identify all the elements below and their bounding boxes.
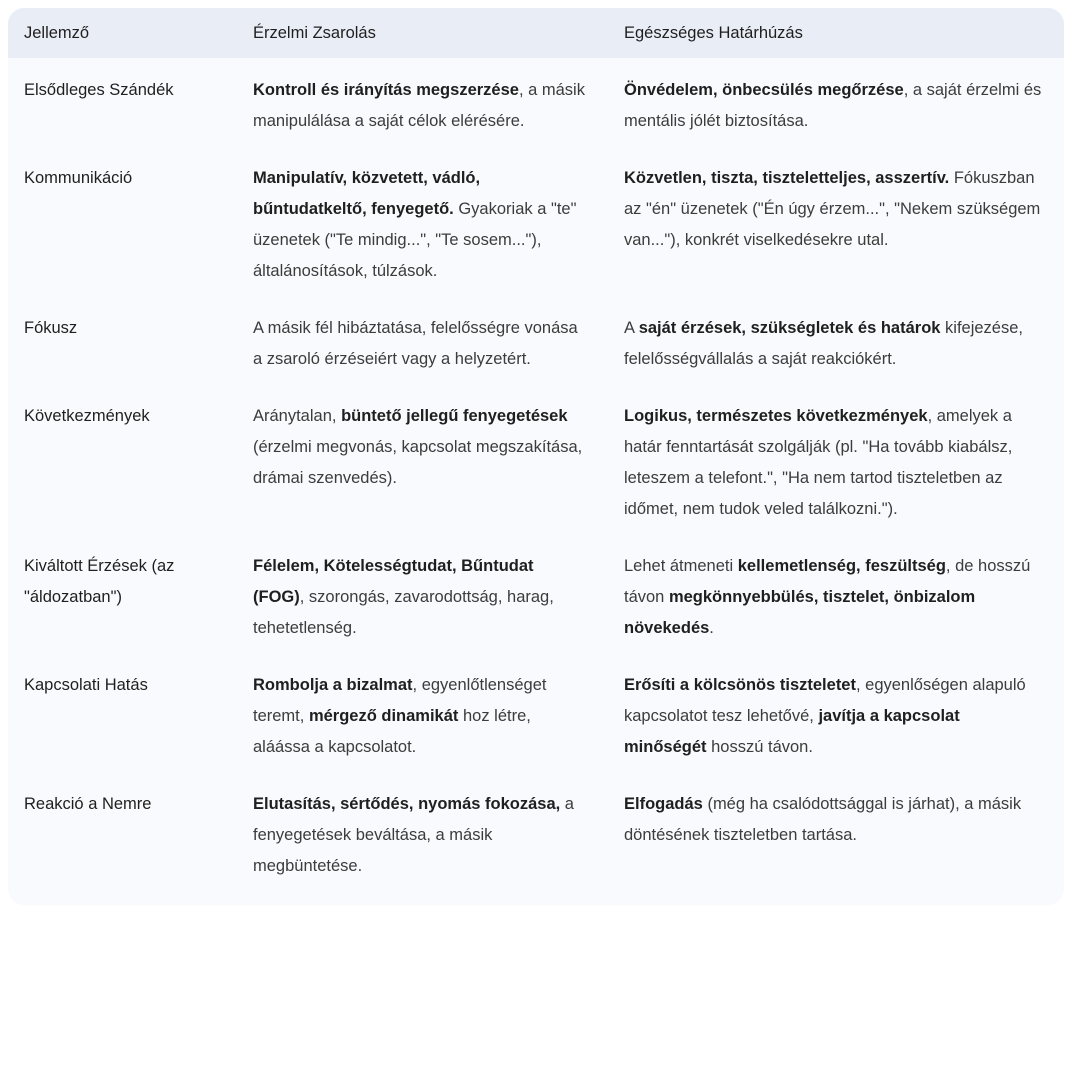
- text: A: [624, 319, 639, 337]
- bold-text: Félelem, Kötelességtudat, Bűntudat (FOG): [253, 557, 534, 606]
- table-row: Fókusz A másik fél hibáztatása, felelőssé…: [8, 300, 1064, 388]
- bold-text: Erősíti a kölcsönös tiszteletet: [624, 676, 856, 694]
- header-row: Jellemző Érzelmi Zsarolás Egészséges Hat…: [8, 8, 1064, 58]
- bold-text: Kontroll és irányítás megszerzése: [253, 81, 519, 99]
- text: Lehet átmeneti: [624, 557, 738, 575]
- emotional-blackmail-cell: Kontroll és irányítás megszerzése, a más…: [237, 58, 608, 150]
- feature-cell: Kapcsolati Hatás: [24, 676, 148, 694]
- feature-cell: Fókusz: [24, 319, 78, 337]
- text: Aránytalan,: [253, 407, 342, 425]
- text: , egyenlőségen alapuló kapcsolatot tesz …: [624, 676, 1026, 725]
- healthy-boundary-cell: A saját érzések, szükségletek és határok…: [608, 300, 1064, 388]
- table-row: Reakció a Nemre Elutasítás, sértődés, nyo…: [8, 776, 1064, 895]
- emotional-blackmail-cell: A másik fél hibáztatása, felelősségre vo…: [237, 300, 608, 388]
- text: , a másik manipulálása a saját célok elé…: [253, 81, 585, 130]
- table-row: Következmények Aránytalan, büntető jelleg…: [8, 388, 1064, 538]
- bold-text: Rombolja a bizalmat: [253, 676, 413, 694]
- feature-cell: Elsődleges Szándék: [24, 81, 174, 99]
- bold-text: megkönnyebbülés, tisztelet, önbizalom nö…: [624, 588, 976, 637]
- table-row: Kommunikáció Manipulatív, közvetett, vádl…: [8, 150, 1064, 300]
- text: , egyenlőtlenséget teremt,: [253, 676, 547, 725]
- bold-text: kellemetlenség, feszültség: [737, 557, 946, 575]
- feature-cell: Következmények: [24, 407, 150, 425]
- text: A másik fél hibáztatása, felelősségre vo…: [253, 319, 578, 368]
- bold-text: saját érzések, szükségletek és határok: [638, 319, 941, 337]
- text: Fókuszban az "én" üzenetek ("Én úgy érze…: [624, 169, 1041, 249]
- header-healthy-boundaries: Egészséges Határhúzás: [608, 8, 1064, 58]
- healthy-boundary-cell: Közvetlen, tiszta, tiszteletteljes, assz…: [608, 150, 1064, 300]
- bold-text: Elutasítás, sértődés, nyomás fokozása,: [253, 795, 561, 813]
- feature-cell: Kommunikáció: [24, 169, 133, 187]
- healthy-boundary-cell: Elfogadás (még ha csalódottsággal is jár…: [608, 776, 1064, 895]
- comparison-table: Jellemző Érzelmi Zsarolás Egészséges Hat…: [8, 8, 1064, 895]
- table-row: Kapcsolati Hatás Rombolja a bizalmat, egy…: [8, 657, 1064, 776]
- emotional-blackmail-cell: Aránytalan, büntető jellegű fenyegetések…: [237, 388, 608, 538]
- text: (még ha csalódottsággal is járhat), a má…: [624, 795, 1022, 844]
- table-header: Jellemző Érzelmi Zsarolás Egészséges Hat…: [8, 8, 1064, 58]
- healthy-boundary-cell: Lehet átmeneti kellemetlenség, feszültsé…: [608, 538, 1064, 657]
- emotional-blackmail-cell: Félelem, Kötelességtudat, Bűntudat (FOG)…: [237, 538, 608, 657]
- text: kifejezése, felelősségvállalás a saját r…: [624, 319, 1023, 368]
- bold-text: Közvetlen, tiszta, tiszteletteljes, assz…: [624, 169, 950, 187]
- bold-text: büntető jellegű fenyegetések: [341, 407, 568, 425]
- healthy-boundary-cell: Önvédelem, önbecsülés megőrzése, a saját…: [608, 58, 1064, 150]
- feature-cell: Kiváltott Érzések (az "áldozatban"): [24, 557, 175, 606]
- text: a fenyegetések beváltása, a másik megbün…: [253, 795, 574, 875]
- emotional-blackmail-cell: Elutasítás, sértődés, nyomás fokozása, a…: [237, 776, 608, 895]
- comparison-table-container: Jellemző Érzelmi Zsarolás Egészséges Hat…: [8, 8, 1064, 905]
- healthy-boundary-cell: Logikus, természetes következmények, ame…: [608, 388, 1064, 538]
- text: , amelyek a határ fenntartását szolgáljá…: [624, 407, 1013, 518]
- text: hoz létre, aláássa a kapcsolatot.: [253, 707, 531, 756]
- header-emotional-blackmail: Érzelmi Zsarolás: [237, 8, 608, 58]
- table-row: Kiváltott Érzések (az "áldozatban") Félel…: [8, 538, 1064, 657]
- emotional-blackmail-cell: Rombolja a bizalmat, egyenlőtlenséget te…: [237, 657, 608, 776]
- bold-text: Logikus, természetes következmények: [624, 407, 928, 425]
- emotional-blackmail-cell: Manipulatív, közvetett, vádló, bűntudatk…: [237, 150, 608, 300]
- bold-text: Önvédelem, önbecsülés megőrzése: [624, 81, 904, 99]
- table-row: Elsődleges Szándék Kontroll és irányítás …: [8, 58, 1064, 150]
- bold-text: Manipulatív, közvetett, vádló, bűntudatk…: [253, 169, 481, 218]
- bold-text: javítja a kapcsolat minőségét: [624, 707, 960, 756]
- text: , a saját érzelmi és mentális jólét bizt…: [624, 81, 1042, 130]
- text: , de hosszú távon: [624, 557, 1031, 606]
- feature-cell: Reakció a Nemre: [24, 795, 152, 813]
- bold-text: Elfogadás: [624, 795, 703, 813]
- text: Gyakoriak a "te" üzenetek ("Te mindig...…: [253, 200, 577, 280]
- healthy-boundary-cell: Erősíti a kölcsönös tiszteletet, egyenlő…: [608, 657, 1064, 776]
- table-body: Elsődleges Szándék Kontroll és irányítás …: [8, 58, 1064, 895]
- text: hosszú távon.: [706, 738, 813, 756]
- header-feature: Jellemző: [8, 8, 237, 58]
- text: (érzelmi megvonás, kapcsolat megszakítás…: [253, 438, 583, 487]
- text: .: [709, 619, 714, 637]
- bold-text: mérgező dinamikát: [308, 707, 459, 725]
- text: , szorongás, zavarodottság, harag, tehet…: [253, 588, 554, 637]
